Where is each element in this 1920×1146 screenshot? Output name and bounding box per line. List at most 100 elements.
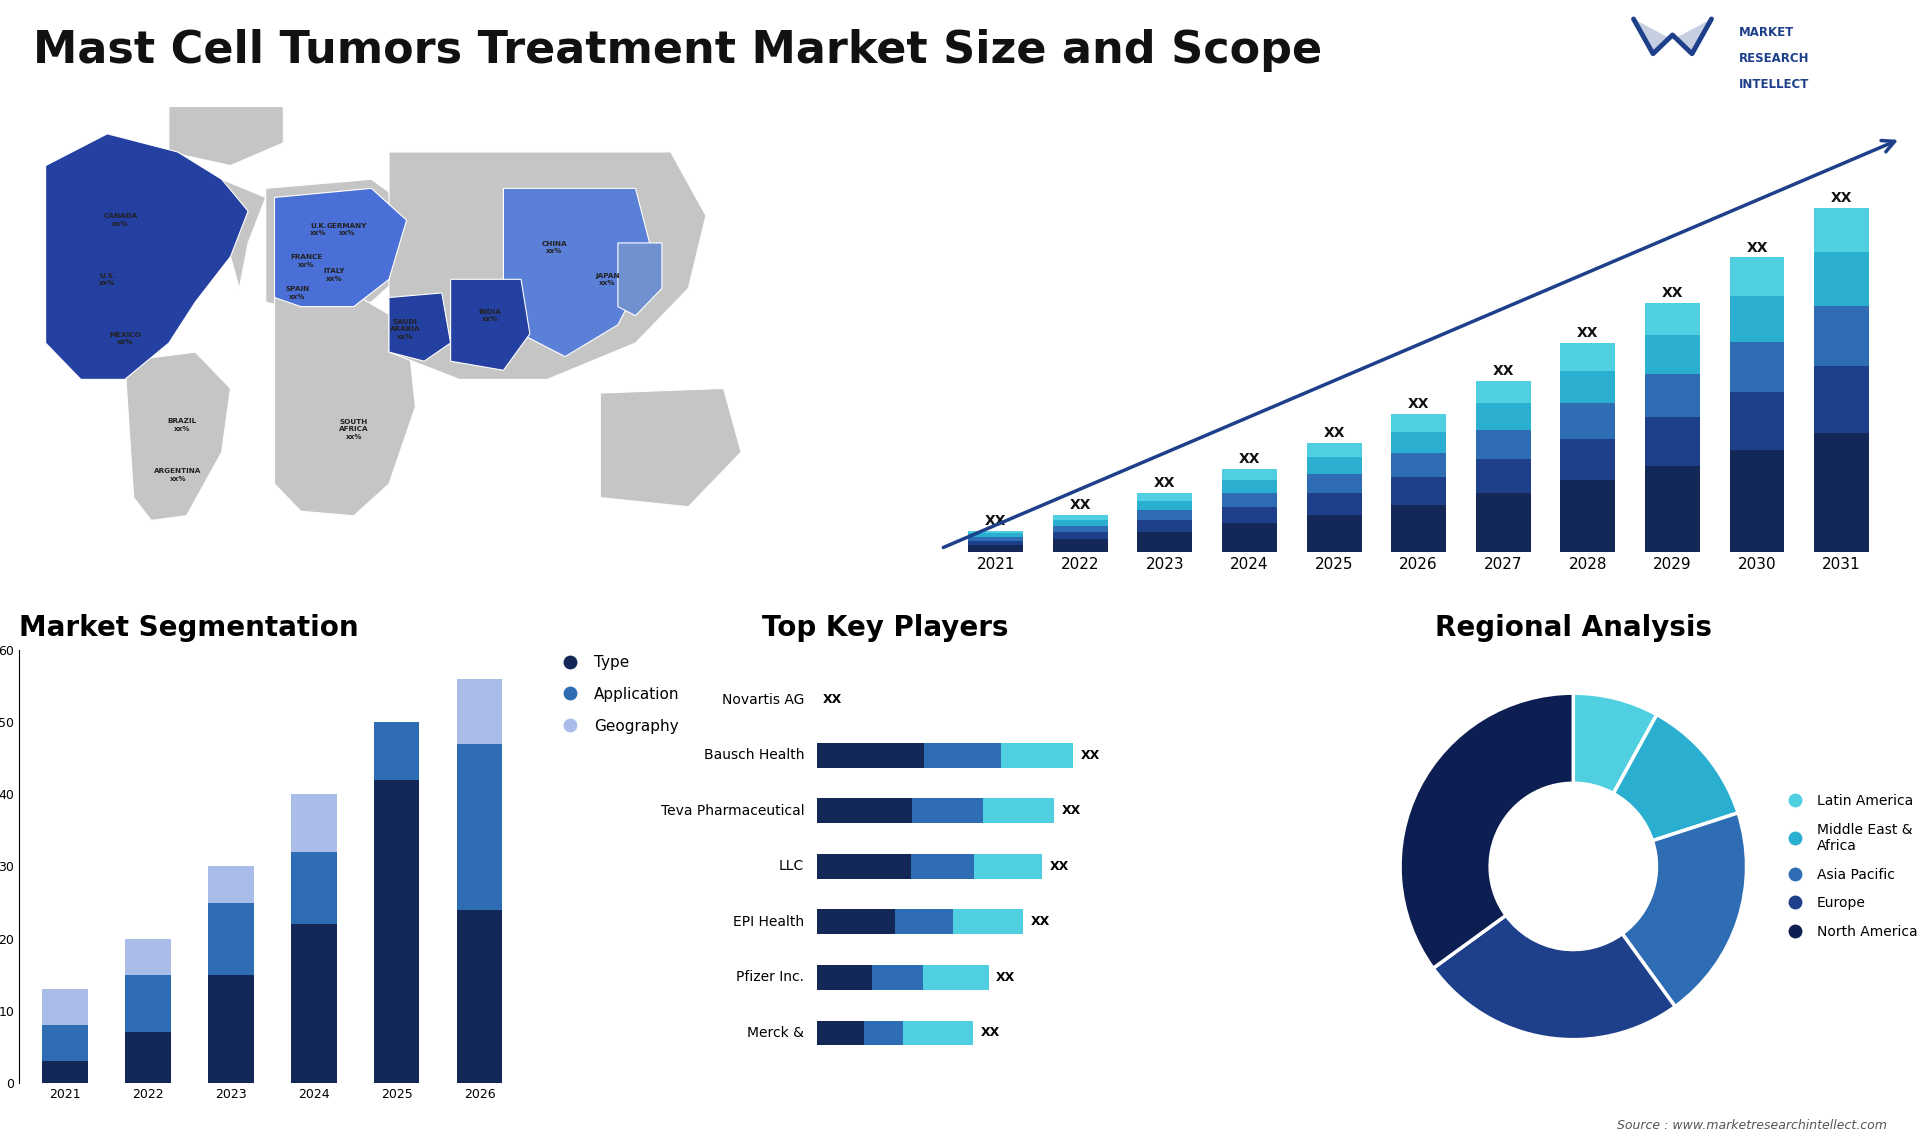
Polygon shape bbox=[275, 289, 415, 516]
Bar bbox=[1645, 336, 1699, 374]
Text: XX: XX bbox=[1154, 477, 1175, 490]
FancyBboxPatch shape bbox=[924, 743, 1002, 768]
FancyBboxPatch shape bbox=[902, 1020, 973, 1045]
Bar bbox=[1137, 501, 1192, 510]
Text: ITALY
xx%: ITALY xx% bbox=[324, 268, 346, 282]
Bar bbox=[292, 924, 336, 1083]
Bar bbox=[1814, 207, 1868, 252]
Bar bbox=[1730, 296, 1784, 342]
Bar bbox=[1308, 515, 1361, 552]
Polygon shape bbox=[451, 280, 530, 370]
Text: BRAZIL
xx%: BRAZIL xx% bbox=[167, 418, 196, 432]
FancyBboxPatch shape bbox=[816, 799, 912, 823]
Title: Regional Analysis: Regional Analysis bbox=[1434, 614, 1713, 642]
FancyBboxPatch shape bbox=[816, 910, 895, 934]
Bar bbox=[1730, 392, 1784, 450]
Bar bbox=[1392, 477, 1446, 504]
Bar bbox=[207, 975, 253, 1083]
Bar bbox=[207, 903, 253, 975]
FancyBboxPatch shape bbox=[983, 799, 1054, 823]
Bar bbox=[1814, 252, 1868, 306]
Bar bbox=[1476, 380, 1530, 403]
FancyBboxPatch shape bbox=[912, 799, 983, 823]
Text: MARKET: MARKET bbox=[1740, 25, 1795, 39]
Text: CHINA
xx%: CHINA xx% bbox=[541, 241, 566, 254]
Text: XX: XX bbox=[1050, 860, 1069, 873]
Polygon shape bbox=[601, 388, 741, 507]
Text: INTELLECT: INTELLECT bbox=[1740, 78, 1811, 92]
FancyBboxPatch shape bbox=[816, 743, 924, 768]
Text: XX: XX bbox=[1661, 285, 1684, 300]
Bar bbox=[1730, 342, 1784, 392]
Text: XX: XX bbox=[1747, 241, 1768, 254]
Bar bbox=[1137, 510, 1192, 520]
Text: CANADA
xx%: CANADA xx% bbox=[104, 213, 138, 227]
Text: RESEARCH: RESEARCH bbox=[1740, 52, 1811, 65]
Text: EPI Health: EPI Health bbox=[733, 915, 804, 929]
Bar bbox=[968, 531, 1023, 533]
Bar bbox=[1561, 343, 1615, 370]
Bar bbox=[1814, 433, 1868, 552]
Bar bbox=[1221, 508, 1277, 524]
Bar bbox=[1392, 432, 1446, 454]
Bar bbox=[1645, 303, 1699, 336]
Text: MEXICO
xx%: MEXICO xx% bbox=[109, 331, 140, 345]
FancyBboxPatch shape bbox=[912, 854, 973, 879]
FancyBboxPatch shape bbox=[924, 965, 989, 990]
Wedge shape bbox=[1572, 693, 1657, 793]
Bar bbox=[1476, 403, 1530, 430]
Text: LLC: LLC bbox=[780, 860, 804, 873]
Text: XX: XX bbox=[985, 513, 1006, 527]
Text: XX: XX bbox=[1492, 363, 1515, 378]
Legend: Latin America, Middle East &
Africa, Asia Pacific, Europe, North America: Latin America, Middle East & Africa, Asi… bbox=[1776, 788, 1920, 944]
Bar bbox=[1561, 480, 1615, 552]
Text: XX: XX bbox=[1031, 916, 1050, 928]
Wedge shape bbox=[1400, 693, 1572, 968]
Bar bbox=[42, 1026, 88, 1061]
Bar bbox=[374, 779, 419, 1083]
Bar bbox=[1392, 504, 1446, 552]
Polygon shape bbox=[125, 352, 230, 520]
Text: Novartis AG: Novartis AG bbox=[722, 693, 804, 707]
Polygon shape bbox=[169, 107, 284, 166]
Wedge shape bbox=[1622, 813, 1747, 1006]
Bar bbox=[1730, 258, 1784, 296]
Bar bbox=[1052, 515, 1108, 520]
FancyBboxPatch shape bbox=[952, 910, 1023, 934]
Bar bbox=[125, 939, 171, 975]
Text: XX: XX bbox=[1238, 453, 1260, 466]
Polygon shape bbox=[390, 152, 707, 379]
Bar bbox=[1137, 493, 1192, 501]
FancyBboxPatch shape bbox=[864, 1020, 902, 1045]
Bar bbox=[1308, 457, 1361, 474]
Text: Merck &: Merck & bbox=[747, 1026, 804, 1039]
Bar bbox=[1308, 493, 1361, 515]
Bar bbox=[1476, 430, 1530, 460]
Bar bbox=[125, 975, 171, 1033]
Bar bbox=[1561, 439, 1615, 480]
Bar bbox=[1052, 526, 1108, 532]
Text: Bausch Health: Bausch Health bbox=[705, 748, 804, 762]
FancyBboxPatch shape bbox=[895, 910, 952, 934]
Text: XX: XX bbox=[1323, 426, 1344, 440]
Bar bbox=[292, 851, 336, 924]
Bar bbox=[1221, 480, 1277, 493]
Text: SAUDI
ARABIA
xx%: SAUDI ARABIA xx% bbox=[390, 319, 420, 340]
Text: GERMANY
xx%: GERMANY xx% bbox=[326, 222, 367, 236]
Bar bbox=[1221, 470, 1277, 480]
Title: Top Key Players: Top Key Players bbox=[762, 614, 1008, 642]
Bar bbox=[292, 794, 336, 851]
Bar bbox=[968, 541, 1023, 545]
Text: XX: XX bbox=[1407, 397, 1428, 411]
Text: U.K.
xx%: U.K. xx% bbox=[311, 222, 326, 236]
Wedge shape bbox=[1432, 916, 1674, 1039]
FancyBboxPatch shape bbox=[872, 965, 924, 990]
Bar bbox=[968, 545, 1023, 552]
Polygon shape bbox=[618, 243, 662, 315]
Bar bbox=[1476, 460, 1530, 493]
Bar bbox=[42, 989, 88, 1026]
Bar bbox=[457, 910, 503, 1083]
Bar bbox=[1814, 366, 1868, 433]
Bar bbox=[1730, 450, 1784, 552]
Bar bbox=[1137, 520, 1192, 532]
